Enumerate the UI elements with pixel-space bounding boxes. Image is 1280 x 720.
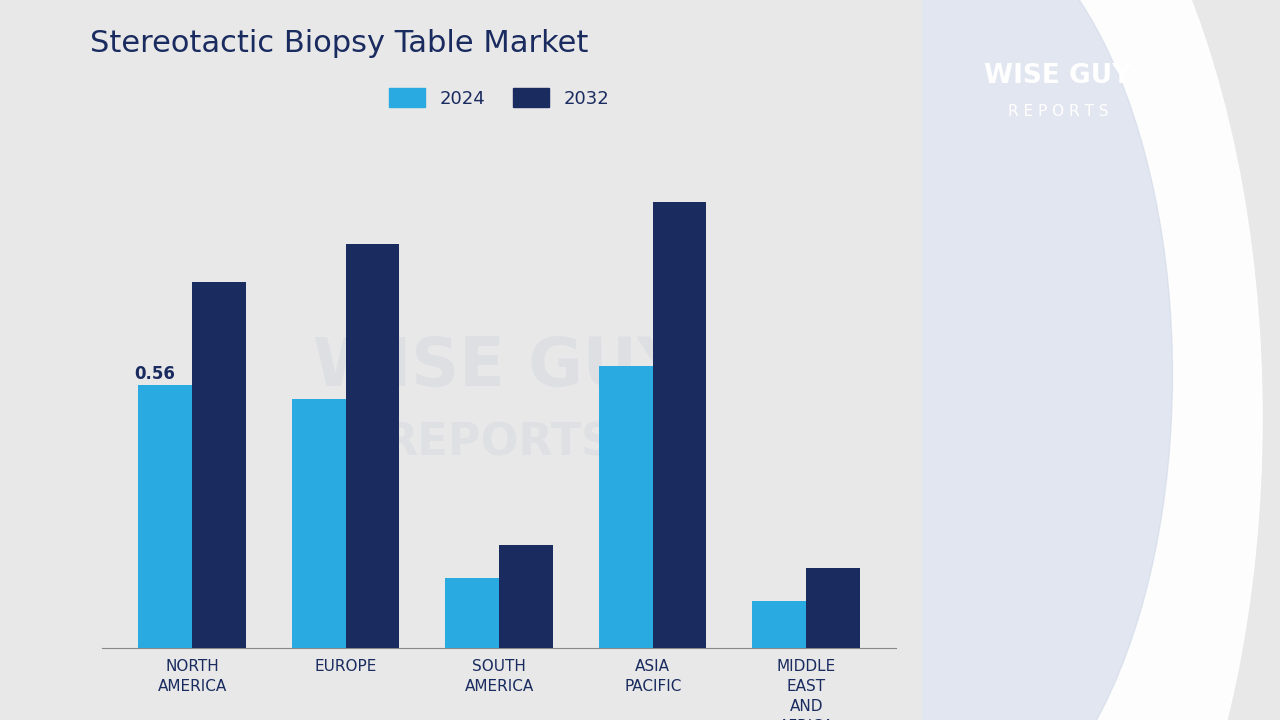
Bar xyxy=(346,244,399,648)
Text: REPORTS: REPORTS xyxy=(384,421,614,464)
Bar xyxy=(445,577,499,648)
Circle shape xyxy=(581,0,1262,720)
Bar xyxy=(192,282,246,648)
Bar xyxy=(499,545,553,648)
Circle shape xyxy=(707,0,1172,720)
Bar xyxy=(753,601,806,648)
Text: WISE GUY: WISE GUY xyxy=(984,63,1132,89)
Bar xyxy=(806,568,860,648)
Bar xyxy=(653,202,707,648)
Legend: 2024, 2032: 2024, 2032 xyxy=(380,79,618,117)
Bar xyxy=(138,385,192,648)
Bar xyxy=(599,366,653,648)
Text: 0.56: 0.56 xyxy=(134,366,175,384)
Text: R E P O R T S: R E P O R T S xyxy=(1007,104,1108,119)
Bar xyxy=(292,399,346,648)
Text: WISE GUY: WISE GUY xyxy=(314,334,685,400)
Text: Stereotactic Biopsy Table Market: Stereotactic Biopsy Table Market xyxy=(90,29,588,58)
